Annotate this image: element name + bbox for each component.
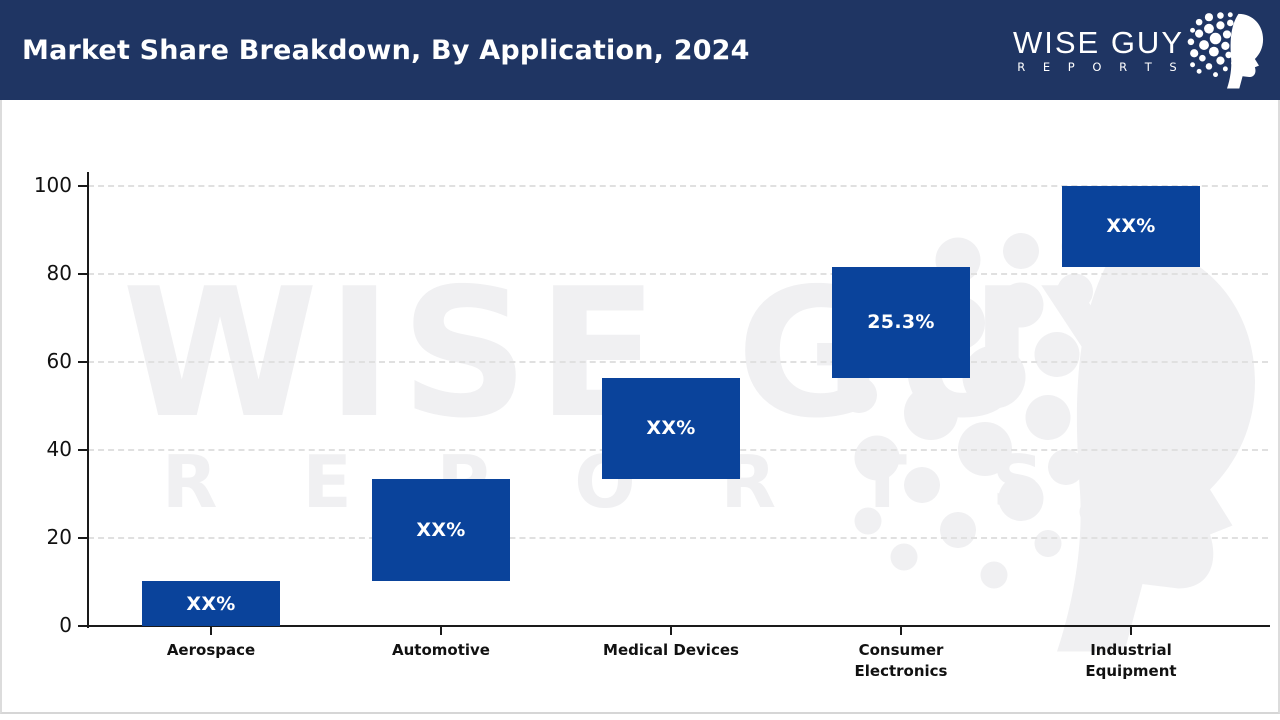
logo-head-icon [1187,12,1264,89]
logo-wordmark: WISE GUY [1012,24,1184,60]
chart-canvas: WISE GUY REPORTS [0,100,1280,714]
logo-wordmark-block: WISE GUY R E P O R T S [1013,27,1184,74]
brand-logo: WISE GUY R E P O R T S [1013,8,1280,92]
logo-subtitle: R E P O R T S [1017,59,1184,74]
header-bar: Market Share Breakdown, By Application, … [0,0,1280,100]
page-title: Market Share Breakdown, By Application, … [22,34,750,66]
watermark-head-icon [841,233,1255,652]
